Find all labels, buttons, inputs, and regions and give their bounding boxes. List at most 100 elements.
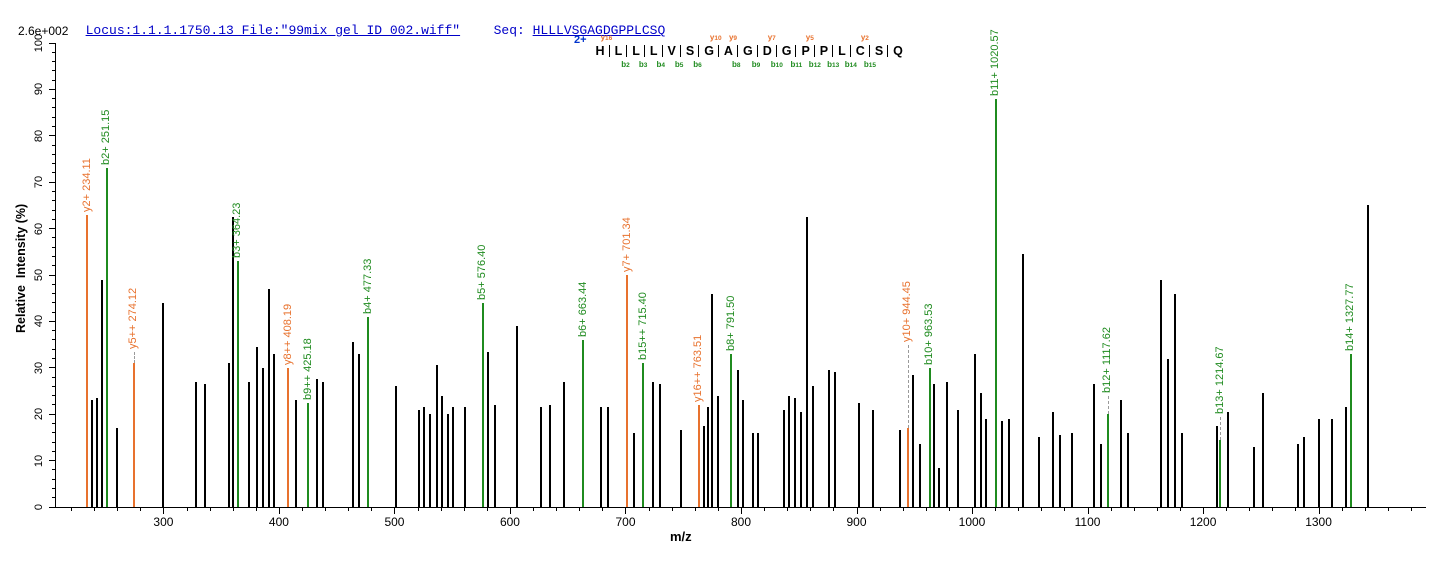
fragmentation-boundary: y2 b15 [861, 33, 876, 69]
peak-label: b5+ 576.40 [476, 244, 489, 300]
x-axis-tick [1318, 507, 1320, 514]
peak [463, 407, 466, 507]
peak [429, 414, 432, 507]
y-axis-tick-label: 30 [33, 361, 45, 374]
peak [1021, 254, 1024, 507]
x-axis-tick-label: 600 [499, 515, 520, 529]
y-axis-minor-tick [52, 79, 56, 81]
y-axis-minor-tick [52, 432, 56, 434]
peak [255, 346, 258, 507]
peak-label: b9++ 425.18 [301, 337, 314, 400]
y-axis-minor-tick [52, 116, 56, 118]
peak [1159, 279, 1162, 507]
y-axis-minor-tick [52, 441, 56, 443]
x-axis-minor-tick [348, 507, 350, 511]
x-axis-tick [741, 507, 742, 514]
peak [1093, 384, 1096, 507]
x-axis-minor-tick [810, 507, 812, 511]
y-axis-tick [49, 228, 56, 230]
x-axis-minor-tick [1226, 507, 1228, 511]
peak [937, 467, 940, 507]
peak [436, 365, 439, 507]
peak-label-connector [133, 351, 135, 364]
labeled-peak [367, 316, 370, 507]
labeled-peak [307, 402, 310, 507]
peak [945, 381, 948, 507]
x-axis-tick-label: 1000 [958, 515, 986, 529]
peak-label: b4+ 477.33 [361, 258, 374, 314]
fragmentation-boundary: y16 [601, 33, 614, 58]
peak-label: y2+ 234.11 [80, 157, 93, 212]
y-axis-tick [49, 320, 56, 322]
x-axis-tick-label: 1300 [1305, 515, 1332, 529]
x-axis-minor-tick [717, 507, 719, 511]
y-axis-tick-label: 50 [33, 268, 45, 282]
peak [101, 279, 104, 507]
peak [1261, 393, 1264, 507]
peak [833, 372, 836, 507]
y-axis-minor-tick [52, 385, 56, 387]
b-ion-marker: b9 [751, 60, 761, 69]
x-axis-minor-tick [232, 507, 234, 511]
b-ion-marker: b14 [844, 60, 857, 69]
y-axis-minor-tick [52, 302, 56, 304]
peak [751, 432, 754, 507]
peak-label: b11+ 1020.57 [989, 28, 1002, 96]
peak [741, 400, 744, 507]
x-axis-minor-tick [1179, 507, 1181, 511]
peak [549, 404, 552, 507]
y-axis-minor-tick [52, 107, 56, 109]
y-axis-tick [49, 274, 56, 276]
peak [440, 395, 443, 507]
x-axis-minor-tick [671, 507, 673, 511]
labeled-peak [105, 168, 108, 507]
x-axis-minor-tick [694, 507, 696, 511]
peak-label: b3+ 364.23 [231, 202, 244, 259]
x-axis-minor-tick [486, 507, 488, 511]
peak [357, 353, 360, 507]
peptide-residue: L [614, 44, 623, 58]
b-ion-marker: b6 [693, 60, 702, 69]
labeled-peak [1349, 353, 1352, 507]
y-axis-minor-tick [52, 51, 56, 53]
peak [417, 409, 420, 507]
x-axis-minor-tick [302, 507, 304, 511]
peak [871, 409, 874, 507]
peak [1180, 432, 1183, 507]
peptide-residue: P [819, 44, 829, 58]
x-axis-minor-tick [140, 507, 142, 511]
labeled-peak [642, 363, 645, 507]
x-axis-minor-tick [1364, 507, 1366, 511]
peak [1100, 444, 1103, 507]
peak [899, 430, 902, 507]
x-axis-minor-tick [556, 507, 558, 511]
x-axis-minor-tick [648, 507, 650, 511]
peak [351, 342, 354, 507]
peak [1166, 358, 1169, 507]
y-axis-minor-tick [52, 450, 56, 452]
y-axis-minor-tick [52, 61, 56, 63]
peptide-residue: P [801, 44, 810, 58]
peak-label: y5++ 274.12 [127, 287, 140, 349]
b-ion-marker: b2 [621, 60, 630, 69]
peak-label: y8++ 408.19 [281, 303, 294, 365]
peak [1227, 411, 1230, 507]
y-ion-marker: y7 [767, 33, 776, 42]
peak [423, 407, 426, 507]
fragmentation-boundary: b14 [845, 44, 857, 69]
x-axis-tick-label: 700 [615, 515, 636, 529]
peak [1001, 421, 1004, 507]
y-axis-minor-tick [52, 293, 56, 295]
peak [194, 381, 197, 507]
peak [261, 367, 264, 507]
peak-label-connector [1107, 395, 1109, 415]
b-ion-marker: b13 [827, 60, 840, 69]
peak [659, 384, 662, 507]
y-axis-minor-tick [52, 190, 56, 192]
x-axis-minor-tick [764, 507, 766, 511]
peptide-residue: L [632, 44, 640, 58]
y-axis-tick-label: 70 [33, 176, 45, 189]
y-axis-minor-tick [52, 126, 56, 128]
peak [600, 407, 603, 507]
